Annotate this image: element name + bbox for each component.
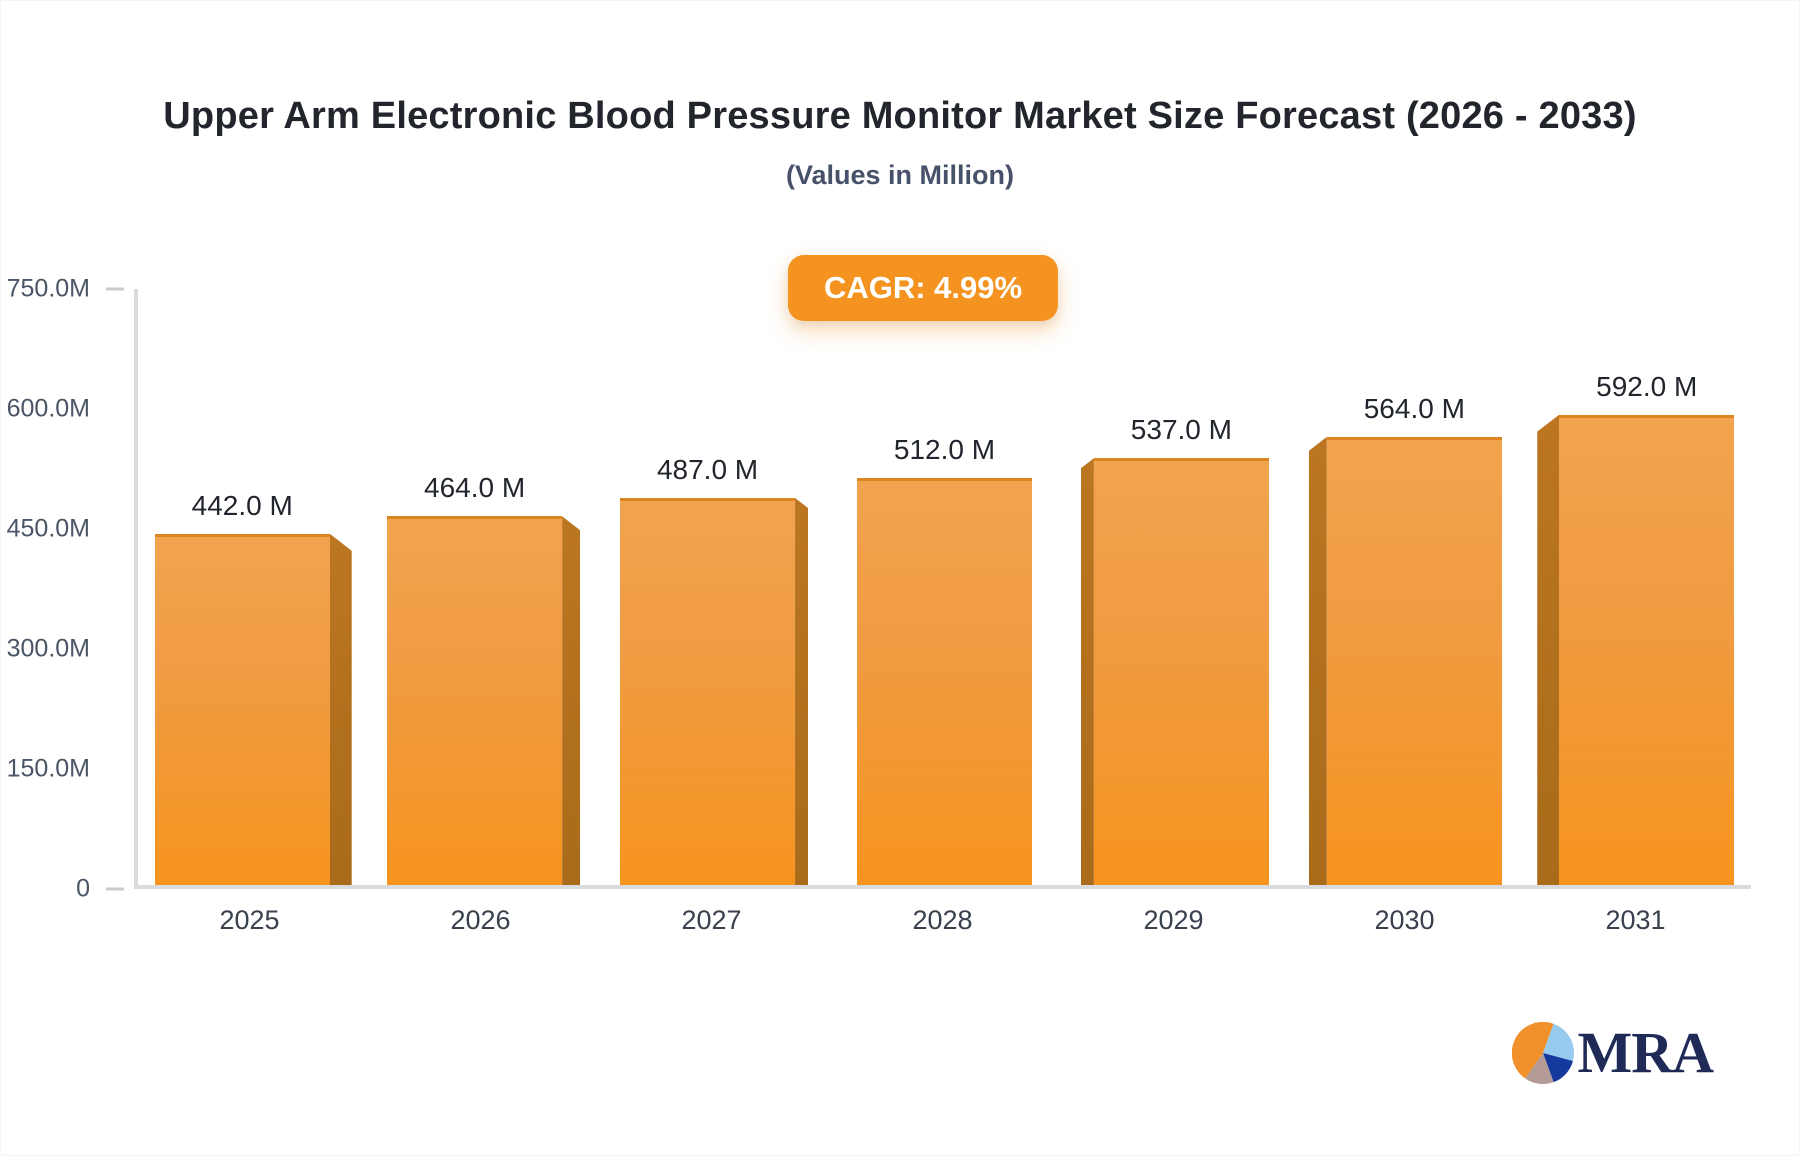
y-axis-label: 600.0M — [6, 394, 90, 423]
y-axis-label: 0 — [76, 874, 90, 903]
bar-2028[interactable]: 512.0 M — [856, 434, 1032, 885]
bar-slot: 464.0 M — [368, 289, 598, 885]
bar-value-label: 564.0 M — [1363, 392, 1465, 424]
pie-chart-icon — [1512, 1021, 1575, 1084]
x-axis-label: 2025 — [219, 905, 280, 935]
x-axis-label: 2030 — [1374, 905, 1435, 935]
y-axis-tick — [106, 287, 124, 291]
bar-slot: 564.0 M — [1290, 289, 1520, 885]
bar-2027[interactable]: 487.0 M — [620, 454, 809, 885]
bar-value-label: 442.0 M — [191, 489, 293, 521]
bar-slot: 592.0 M — [1521, 289, 1751, 885]
bar-side-3d — [1537, 414, 1560, 885]
bar-side-3d — [1080, 458, 1094, 885]
bar-value-label: 512.0 M — [893, 434, 996, 466]
brand-logo: MRA — [1512, 1019, 1714, 1086]
y-axis-label: 300.0M — [6, 634, 90, 663]
bar-2029[interactable]: 537.0 M — [1080, 414, 1269, 885]
x-axis-label: 2028 — [912, 905, 973, 935]
bar-2031[interactable]: 592.0 M — [1537, 371, 1735, 885]
bar-2026[interactable]: 464.0 M — [387, 472, 581, 885]
bar-slot: 442.0 M — [138, 289, 368, 885]
x-axis-label: 2027 — [681, 905, 742, 935]
cagr-badge: CAGR: 4.99% — [787, 255, 1059, 321]
y-axis: 0 150.0M 300.0M 450.0M 600.0M 750.0M — [1, 275, 134, 903]
bar-slot: 487.0 M — [599, 289, 829, 885]
y-axis-label: 750.0M — [6, 274, 90, 303]
bar-face — [154, 533, 330, 885]
bar-value-label: 487.0 M — [656, 454, 759, 485]
bar-face — [856, 478, 1032, 885]
bar-face — [387, 516, 563, 885]
bar-side-3d — [795, 498, 809, 885]
y-axis-label: 450.0M — [6, 514, 90, 543]
y-axis-tick — [106, 887, 124, 891]
chart-title: Upper Arm Electronic Blood Pressure Moni… — [163, 95, 1637, 137]
bar-value-label: 537.0 M — [1130, 414, 1232, 446]
bar-value-label: 464.0 M — [424, 472, 526, 504]
bar-side-3d — [1308, 436, 1327, 885]
bar-face — [1559, 414, 1735, 885]
x-axis-label: 2029 — [1143, 905, 1204, 935]
x-axis-labels: 2025 2026 2027 2028 2029 2030 2031 — [134, 905, 1751, 936]
bar-slot: 537.0 M — [1060, 289, 1290, 885]
x-axis-label: 2026 — [450, 905, 511, 935]
bar-side-3d — [562, 516, 581, 885]
bar-slot: 512.0 M — [829, 289, 1059, 885]
bar-side-3d — [329, 533, 352, 885]
bar-face — [620, 498, 796, 885]
bar-2025[interactable]: 442.0 M — [154, 490, 352, 885]
bar-2030[interactable]: 564.0 M — [1308, 393, 1502, 885]
bar-value-label: 592.0 M — [1596, 370, 1698, 402]
brand-logo-text: MRA — [1577, 1020, 1714, 1085]
x-axis-label: 2031 — [1605, 905, 1666, 935]
chart-subtitle: (Values in Million) — [785, 160, 1015, 190]
y-axis-label: 150.0M — [6, 754, 90, 783]
bar-face — [1326, 436, 1502, 885]
bar-face — [1093, 458, 1269, 885]
plot-area: 442.0 M 464.0 M 487.0 M 512.0 M 537.0 M 564.0… — [134, 289, 1751, 889]
